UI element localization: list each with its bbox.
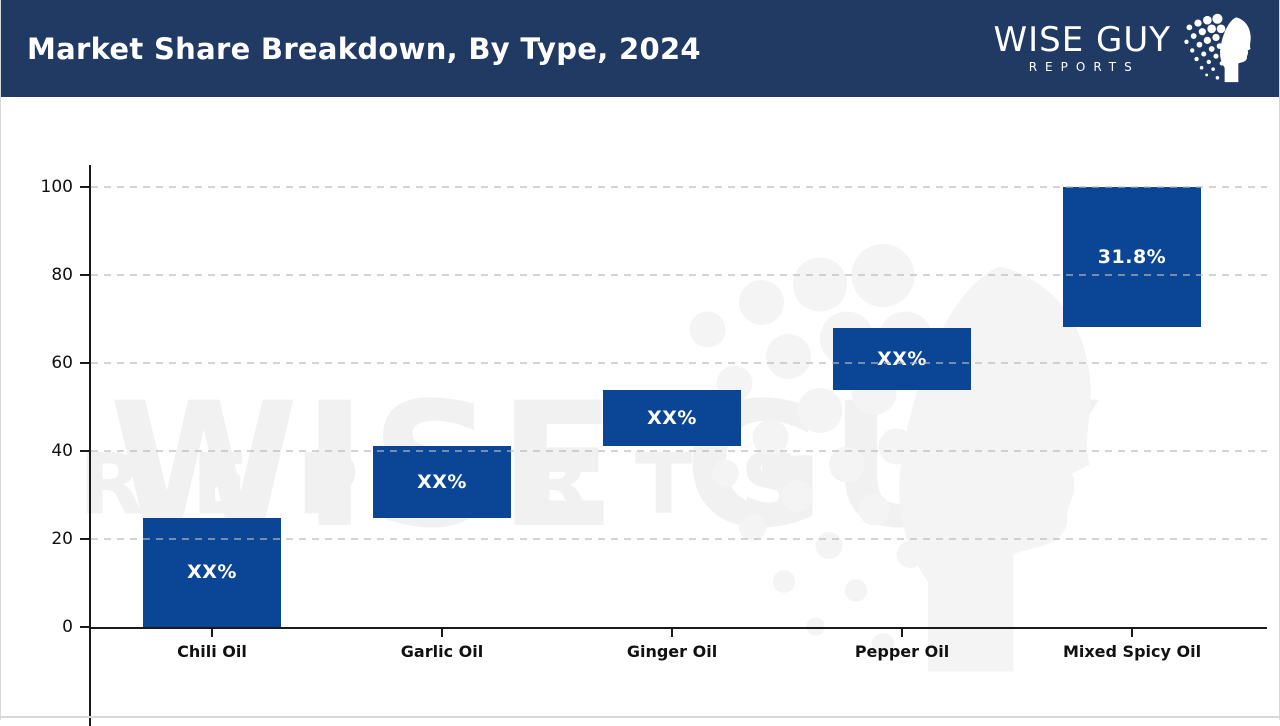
x-axis-spine [89, 627, 1267, 629]
bar-pepper-oil: XX% [833, 328, 971, 391]
x-tick-mark [901, 629, 903, 637]
page-title: Market Share Breakdown, By Type, 2024 [27, 31, 701, 66]
bar-value-label: XX% [417, 470, 467, 493]
logo-subtitle: REPORTS [1028, 60, 1140, 74]
x-tick-label-ginger-oil: Ginger Oil [626, 642, 718, 661]
bar-value-label: XX% [187, 561, 237, 584]
watermark-face-graphic [676, 244, 1091, 672]
y-tick-label-20: 20 [51, 529, 73, 549]
y-tick-label-40: 40 [51, 441, 73, 461]
y-tick-label-100: 100 [40, 177, 73, 197]
gridline-y-100 [91, 186, 1267, 188]
x-tick-mark [671, 629, 673, 637]
y-tick-mark [80, 538, 89, 540]
bar-value-label: XX% [877, 348, 927, 371]
bar-chili-oil: XX% [143, 517, 281, 627]
gridline-y-60 [91, 362, 1267, 364]
y-tick-mark [80, 362, 89, 364]
gridline-y-20 [91, 538, 1267, 540]
gridline-y-80 [91, 274, 1267, 276]
gridline-y-40 [91, 450, 1267, 452]
x-tick-mark [211, 629, 213, 637]
bottom-border [1, 716, 1279, 718]
logo-text: WISE GUY REPORTS [993, 23, 1171, 74]
y-tick-mark [80, 626, 89, 628]
bar-ginger-oil: XX% [603, 390, 741, 446]
logo-wordmark: WISE GUY [993, 20, 1171, 60]
y-axis-spine [89, 165, 91, 726]
x-tick-label-mixed-spicy-oil: Mixed Spicy Oil [1062, 642, 1202, 661]
x-tick-label-pepper-oil: Pepper Oil [854, 642, 950, 661]
y-tick-label-0: 0 [62, 617, 73, 637]
bar-value-label: 31.8% [1097, 245, 1167, 268]
header-bar: Market Share Breakdown, By Type, 2024 WI… [1, 0, 1279, 97]
logo-face-icon [1184, 13, 1251, 82]
x-tick-mark [441, 629, 443, 637]
y-tick-mark [80, 186, 89, 188]
x-tick-mark [1131, 629, 1133, 637]
x-tick-label-chili-oil: Chili Oil [177, 642, 247, 661]
x-tick-label-garlic-oil: Garlic Oil [400, 642, 484, 661]
wise-guy-logo: WISE GUY REPORTS [993, 13, 1253, 85]
bar-garlic-oil: XX% [373, 445, 511, 518]
bar-mixed-spicy-oil: 31.8% [1063, 187, 1201, 327]
y-tick-mark [80, 450, 89, 452]
y-tick-label-60: 60 [51, 353, 73, 373]
bar-value-label: XX% [647, 406, 697, 429]
y-tick-mark [80, 274, 89, 276]
y-tick-label-80: 80 [51, 265, 73, 285]
